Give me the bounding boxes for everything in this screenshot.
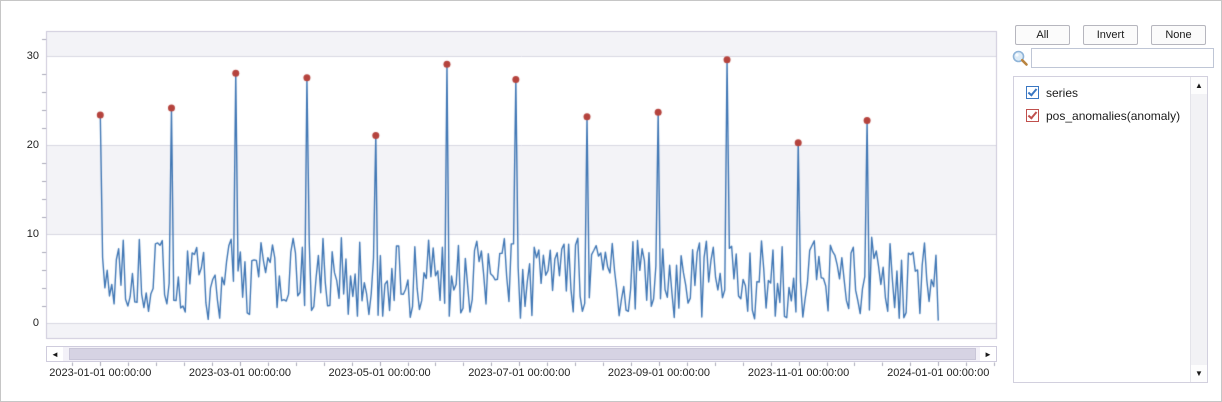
checkmark-icon	[1027, 86, 1038, 97]
x-tick-label: 2023-03-01 00:00:00	[188, 367, 292, 379]
series-checkbox[interactable]	[1026, 86, 1039, 99]
y-tick-label: 30	[26, 50, 39, 63]
legend-items: series pos_anomalies(anomaly)	[1014, 81, 1189, 127]
select-all-button[interactable]: All	[1015, 25, 1070, 45]
pos-anomalies-checkbox[interactable]	[1026, 109, 1039, 122]
legend-item-label: pos_anomalies(anomaly)	[1046, 108, 1181, 123]
scrollbar-track[interactable]	[63, 347, 980, 361]
x-tick-label: 2024-01-01 00:00:00	[887, 367, 990, 379]
selection-button-row: All Invert None	[1015, 25, 1206, 45]
x-tick-label: 2023-09-01 00:00:00	[607, 367, 711, 379]
plot-area[interactable]	[1, 1, 1006, 401]
y-tick-label: 0	[32, 317, 39, 330]
y-tick-label: 20	[26, 139, 39, 152]
select-none-button[interactable]: None	[1151, 25, 1206, 45]
scroll-left-arrow-icon[interactable]: ◄	[47, 347, 63, 361]
x-tick-label: 2023-05-01 00:00:00	[328, 367, 431, 379]
legend-item-series[interactable]: series	[1014, 81, 1189, 104]
x-tick-label: 2023-07-01 00:00:00	[468, 367, 571, 379]
legend-item-pos-anomalies[interactable]: pos_anomalies(anomaly)	[1014, 104, 1189, 127]
chart-horizontal-scrollbar[interactable]: ◄ ►	[46, 346, 997, 362]
scroll-up-arrow-icon[interactable]: ▲	[1191, 77, 1207, 94]
invert-selection-button[interactable]: Invert	[1083, 25, 1138, 45]
scrollbar-thumb[interactable]	[69, 348, 976, 360]
scroll-right-arrow-icon[interactable]: ►	[980, 347, 996, 361]
search-icon	[1012, 50, 1028, 66]
y-tick-label: 10	[26, 228, 39, 241]
legend-item-label: series	[1046, 85, 1079, 100]
checkmark-icon	[1027, 109, 1038, 120]
x-tick-label: 2023-11-01 00:00:00	[747, 367, 850, 379]
x-tick-label: 2023-01-01 00:00:00	[49, 367, 152, 379]
legend-search-input[interactable]	[1031, 48, 1214, 68]
legend-panel: All Invert None series	[1009, 1, 1215, 401]
legend-vertical-scrollbar[interactable]: ▲ ▼	[1190, 77, 1207, 382]
legend-listbox: series pos_anomalies(anomaly) ▲ ▼	[1013, 76, 1208, 383]
scroll-down-arrow-icon[interactable]: ▼	[1191, 365, 1207, 382]
chart-region: 0 10 20 30 2023-01-01 00:00:00 2023-03-01 00…	[1, 1, 1006, 401]
search-row	[1009, 48, 1215, 69]
